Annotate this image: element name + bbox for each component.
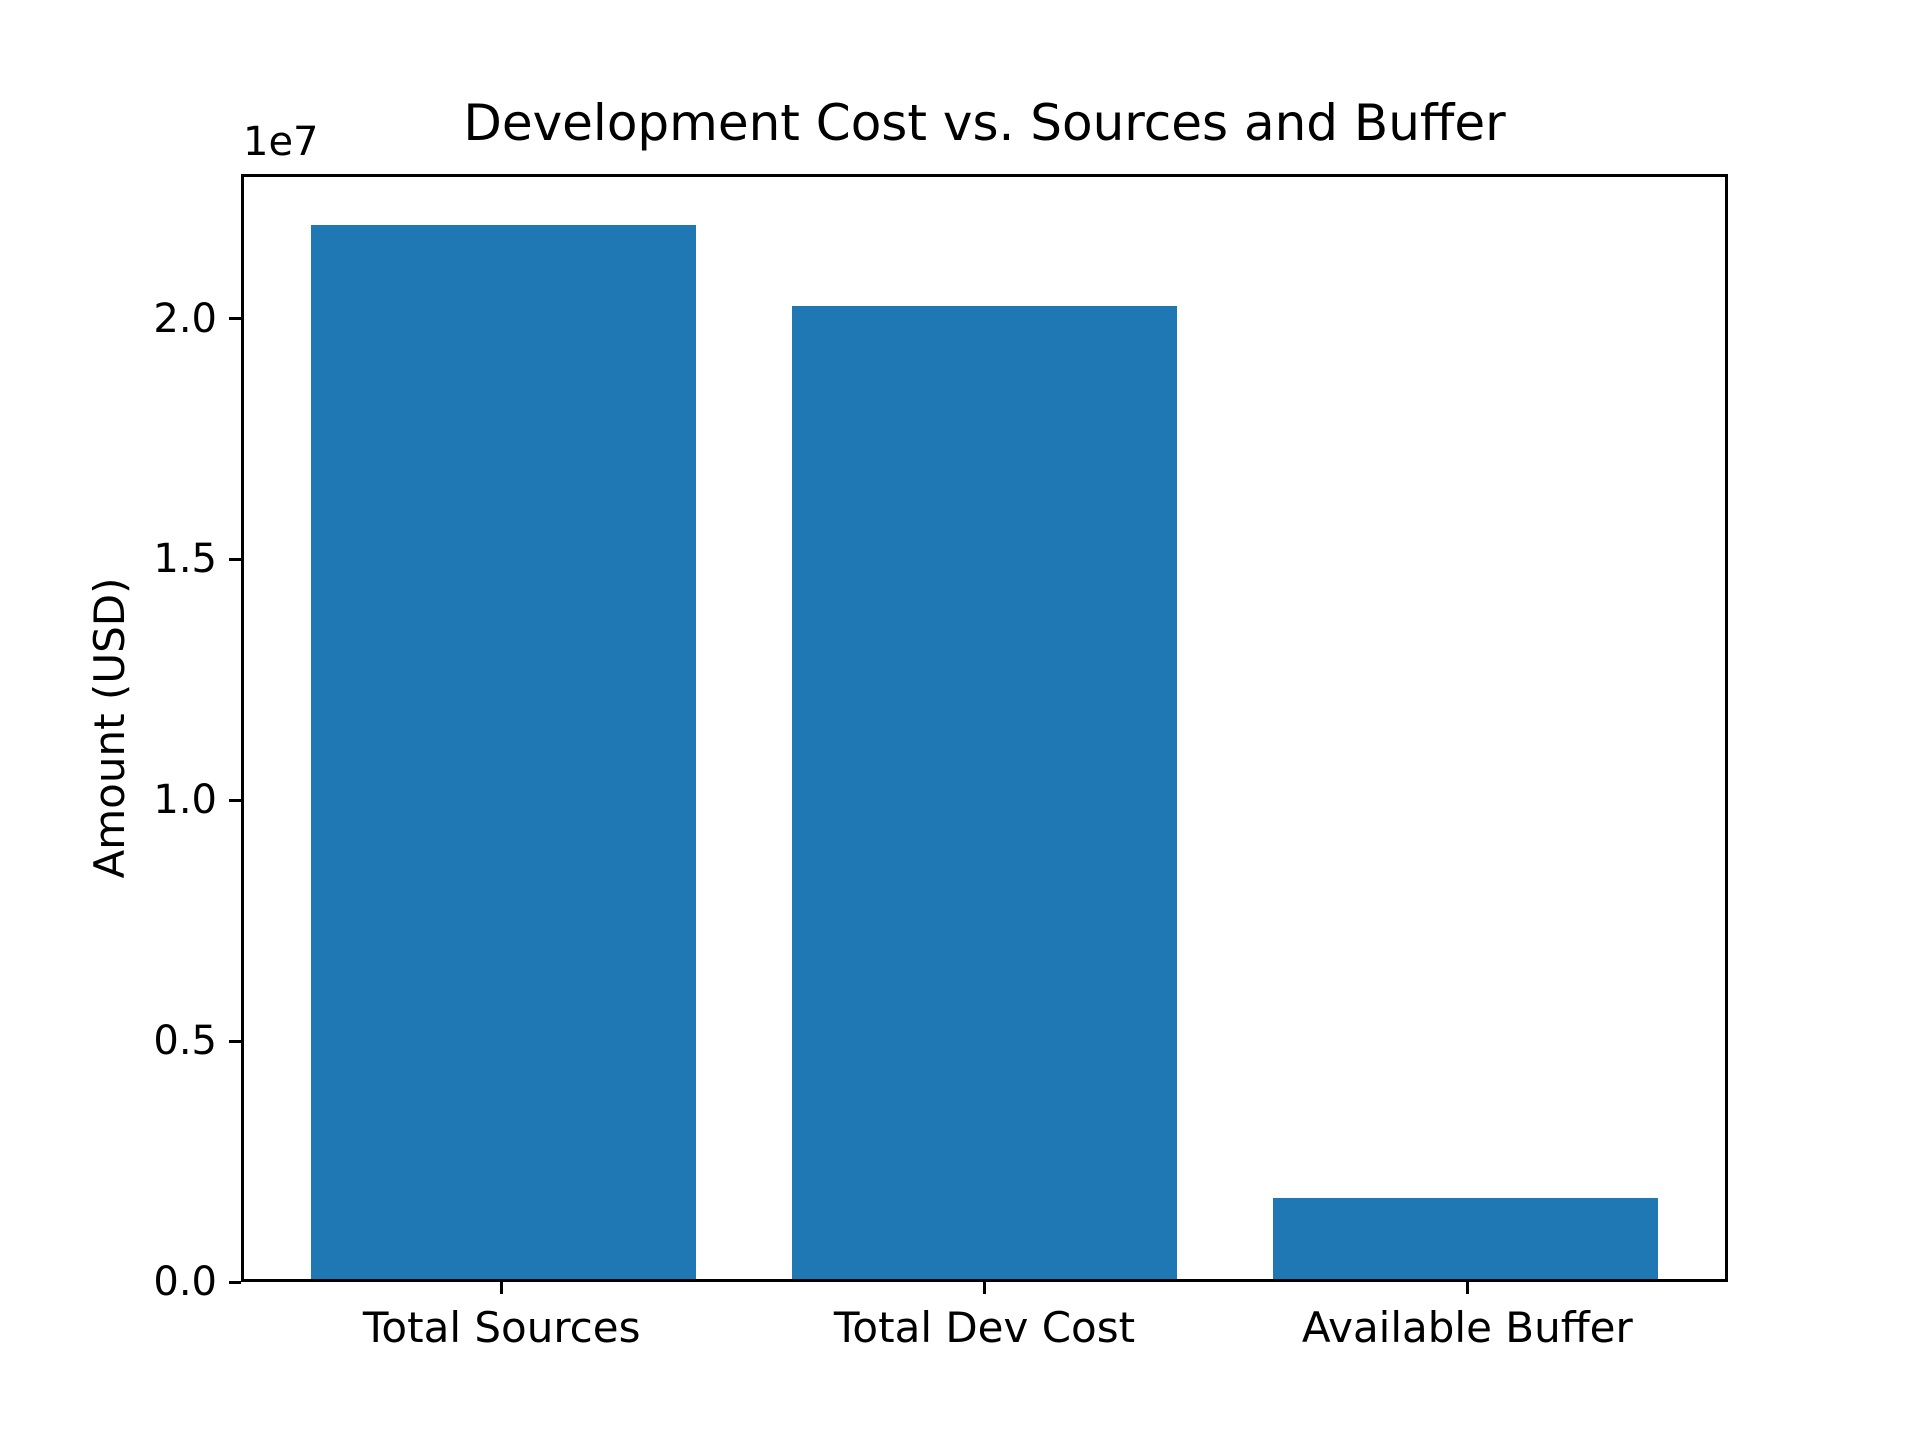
y-tick-label: 1.0 — [153, 777, 217, 824]
bar-available-buffer — [1273, 1197, 1658, 1279]
y-tick-mark — [229, 798, 241, 802]
y-tick-mark — [229, 557, 241, 561]
x-tick-label: Total Dev Cost — [833, 1303, 1136, 1352]
chart-title: Development Cost vs. Sources and Buffer — [463, 94, 1506, 152]
bar-total-dev-cost — [792, 306, 1177, 1279]
y-tick-mark — [229, 317, 241, 321]
y-tick-label: 2.0 — [153, 295, 217, 342]
x-tick-label: Total Sources — [362, 1303, 641, 1352]
y-axis-offset-text: 1e7 — [243, 119, 319, 165]
y-tick-mark — [229, 1039, 241, 1043]
y-axis-label: Amount (USD) — [85, 577, 134, 879]
x-tick-mark — [983, 1282, 986, 1294]
bar-total-sources — [311, 224, 696, 1279]
y-tick-mark — [229, 1280, 241, 1284]
x-tick-label: Available Buffer — [1301, 1303, 1633, 1352]
plot-area — [241, 174, 1728, 1282]
y-tick-label: 1.5 — [153, 536, 217, 583]
y-tick-label: 0.5 — [153, 1018, 217, 1065]
y-tick-label: 0.0 — [153, 1259, 217, 1305]
x-tick-mark — [1465, 1282, 1469, 1294]
x-tick-mark — [500, 1282, 504, 1294]
